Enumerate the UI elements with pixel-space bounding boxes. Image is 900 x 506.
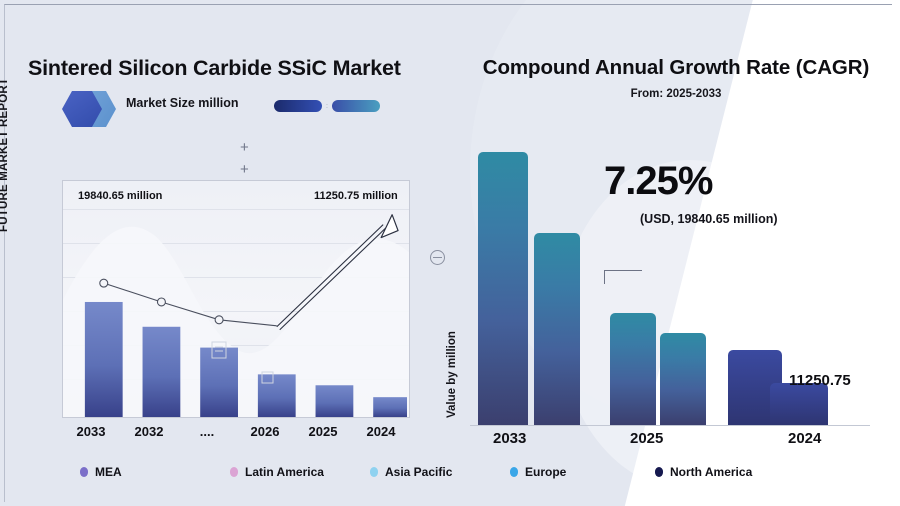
chart-legend: MEA Latin America Asia Pacific Europe No… [80, 465, 820, 479]
right-panel-subtitle: From: 2025-2033 [630, 88, 722, 100]
bracket-decor [604, 270, 642, 284]
legend-item-latin-america[interactable]: Latin America [230, 465, 370, 479]
minus-circle-icon [430, 250, 445, 265]
left-chart-y-axis-label: FUTURE MARKET REPORT [0, 77, 10, 232]
left-chart-trend-overlay [99, 214, 399, 331]
x-label: 2026 [250, 424, 280, 439]
right-chart-plot-area [470, 140, 880, 425]
right-chart-axis-line [470, 425, 870, 426]
right-panel-title: Compound Annual Growth Rate (CAGR) [482, 56, 870, 79]
left-chart-plot-area [62, 180, 410, 418]
left-chart-value-axis-label: Value by million [446, 331, 458, 418]
legend-item-europe[interactable]: Europe [510, 465, 655, 479]
market-size-chip-label: Market Size million [126, 96, 239, 110]
right-bar-2033-secondary [534, 233, 580, 425]
x-label: .... [199, 424, 215, 439]
series-pill-group: : [274, 100, 380, 112]
x-label: 2024 [366, 424, 396, 439]
right-bar-2033-primary [478, 152, 528, 425]
left-chart-x-axis-labels: 2033 2032 .... 2026 2025 2024 [62, 424, 410, 439]
series-pill-secondary [331, 100, 380, 112]
legend-item-asia-pacific[interactable]: Asia Pacific [370, 465, 510, 479]
legend-item-north-america[interactable]: North America [655, 465, 752, 479]
legend-label: Asia Pacific [385, 465, 453, 479]
right-bar-value-label: 11250.75 [789, 372, 851, 389]
left-chart-start-value-label: 19840.65 million [78, 190, 163, 202]
x-label: 2025 [308, 424, 338, 439]
legend-marker-icon [655, 467, 663, 477]
right-x-label-2025: 2025 [630, 430, 664, 447]
legend-label: North America [670, 465, 753, 479]
small-square-decor-icon [261, 371, 274, 384]
canvas-frame [4, 4, 892, 502]
right-bar-2024-secondary [770, 383, 828, 425]
plus-decor-icon-1: + [240, 139, 249, 156]
x-label: 2033 [76, 424, 106, 439]
right-bar-2025-secondary [660, 333, 706, 425]
x-label: 2032 [134, 424, 164, 439]
legend-marker-icon [510, 467, 518, 477]
right-bar-2025-primary [610, 313, 656, 425]
cagr-value: 7.25% [604, 159, 713, 203]
left-chart-bars [84, 301, 408, 417]
series-pill-primary [274, 100, 322, 112]
series-pill-separator: : [326, 102, 328, 110]
legend-marker-icon [370, 467, 378, 477]
legend-item-mea[interactable]: MEA [80, 465, 230, 479]
legend-marker-icon [230, 467, 238, 477]
right-x-label-2033: 2033 [493, 430, 527, 447]
legend-marker-icon [80, 467, 88, 477]
legend-label: Europe [525, 465, 567, 479]
document-decor-icon [211, 341, 227, 359]
right-x-label-2024: 2024 [788, 430, 822, 447]
plus-decor-icon-2: + [240, 161, 249, 178]
cagr-unit-label: (USD, 19840.65 million) [640, 212, 778, 226]
hexagon-logo-icon [62, 91, 116, 127]
left-panel-title: Sintered Silicon Carbide SSiC Market [28, 56, 401, 80]
legend-label: MEA [95, 465, 122, 479]
left-chart-end-value-label: 11250.75 million [314, 190, 398, 202]
legend-label: Latin America [245, 465, 324, 479]
